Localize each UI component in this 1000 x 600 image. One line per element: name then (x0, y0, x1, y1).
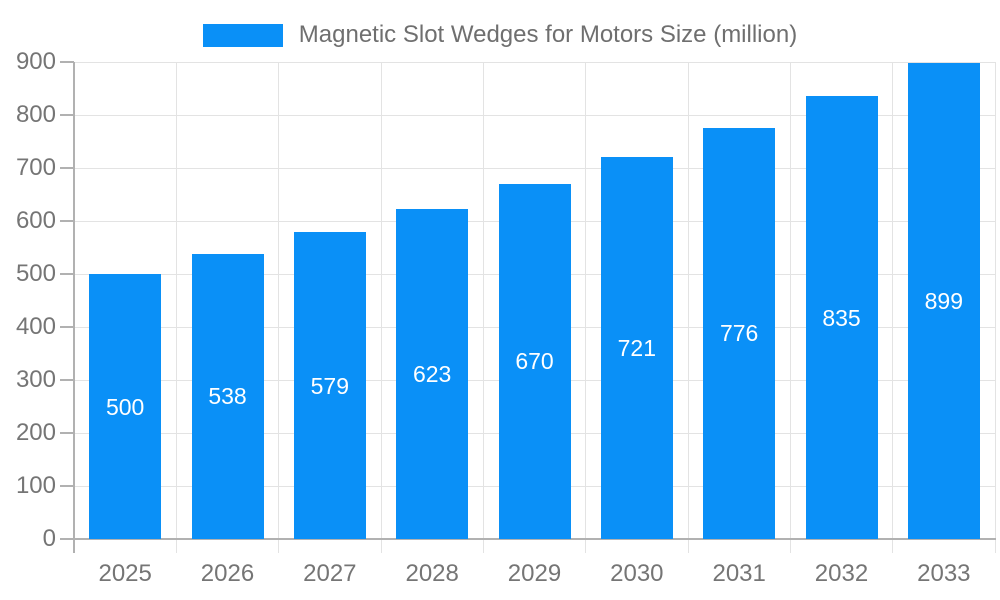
bar-value-label: 538 (208, 383, 247, 410)
x-axis-category-label: 2032 (814, 560, 869, 587)
y-axis-tick (60, 432, 74, 434)
x-axis-category-label: 2027 (303, 560, 357, 587)
y-axis-tick (60, 379, 74, 381)
bar-value-label: 623 (412, 360, 452, 387)
y-axis-tick-label: 800 (15, 101, 56, 128)
x-gridline (278, 62, 280, 539)
y-axis-tick-label: 0 (42, 525, 56, 552)
y-axis-tick-label: 300 (15, 366, 56, 393)
y-axis-tick-label: 500 (15, 260, 56, 287)
bar-value-label: 776 (719, 320, 759, 347)
bar-2031[interactable]: 776 (703, 127, 776, 539)
x-gridline (994, 62, 996, 539)
legend-swatch (202, 23, 283, 47)
x-gridline (175, 62, 177, 539)
x-axis-tick (994, 539, 996, 553)
x-axis-tick (482, 539, 484, 553)
y-axis-tick (60, 114, 74, 116)
y-axis-tick (60, 61, 74, 63)
y-axis-tick-label: 900 (15, 48, 56, 75)
y-axis-tick-label: 200 (15, 419, 56, 446)
y-gridline (74, 61, 995, 63)
x-axis-category-label: 2031 (712, 560, 766, 587)
bar-value-label: 670 (515, 348, 554, 375)
y-axis-tick (60, 485, 74, 487)
y-gridline (74, 114, 995, 116)
bar-2027[interactable]: 579 (293, 232, 366, 539)
x-gridline (482, 62, 484, 539)
bar-2033[interactable]: 899 (907, 62, 980, 539)
bar-2030[interactable]: 721 (600, 156, 673, 539)
x-gridline (687, 62, 689, 539)
y-axis-tick (60, 220, 74, 222)
y-axis-tick (60, 538, 74, 540)
x-axis-tick (175, 539, 177, 553)
x-axis-category-label: 2029 (507, 560, 562, 587)
x-axis-tick (278, 539, 280, 553)
x-gridline (380, 62, 382, 539)
x-axis-tick (892, 539, 894, 553)
x-axis-tick (585, 539, 587, 553)
x-axis-category-label: 2030 (610, 560, 664, 587)
x-axis-category-label: 2026 (200, 560, 255, 587)
y-axis-tick-label: 400 (15, 313, 56, 340)
x-axis-tick (687, 539, 689, 553)
x-axis-category-label: 2028 (405, 560, 459, 587)
bar-value-label: 835 (822, 304, 861, 331)
bar-2025[interactable]: 500 (89, 274, 162, 539)
chart-legend[interactable]: Magnetic Slot Wedges for Motors Size (mi… (0, 22, 1000, 48)
x-gridline (892, 62, 894, 539)
y-axis-tick (60, 273, 74, 275)
bar-value-label: 899 (924, 287, 964, 314)
y-axis-tick-label: 700 (15, 154, 56, 181)
x-gridline (789, 62, 791, 539)
x-axis-category-label: 2033 (917, 560, 971, 587)
x-axis-tick (380, 539, 382, 553)
bar-value-label: 579 (310, 372, 350, 399)
y-axis-tick (60, 326, 74, 328)
bar-value-label: 721 (617, 334, 657, 361)
y-axis-tick-label: 600 (15, 207, 56, 234)
y-axis-line (73, 62, 75, 553)
y-axis-tick-label: 100 (15, 472, 56, 499)
x-axis-category-label: 2025 (98, 560, 152, 587)
x-gridline (585, 62, 587, 539)
legend-label: Magnetic Slot Wedges for Motors Size (mi… (298, 21, 798, 48)
bar-2026[interactable]: 538 (191, 253, 264, 539)
bar-2032[interactable]: 835 (805, 96, 878, 539)
y-axis-tick (60, 167, 74, 169)
bar-value-label: 500 (105, 393, 145, 420)
bar-2028[interactable]: 623 (396, 208, 469, 539)
y-gridline (74, 167, 995, 169)
x-axis-line (73, 538, 996, 540)
bar-2029[interactable]: 670 (498, 183, 571, 539)
x-axis-tick (789, 539, 791, 553)
